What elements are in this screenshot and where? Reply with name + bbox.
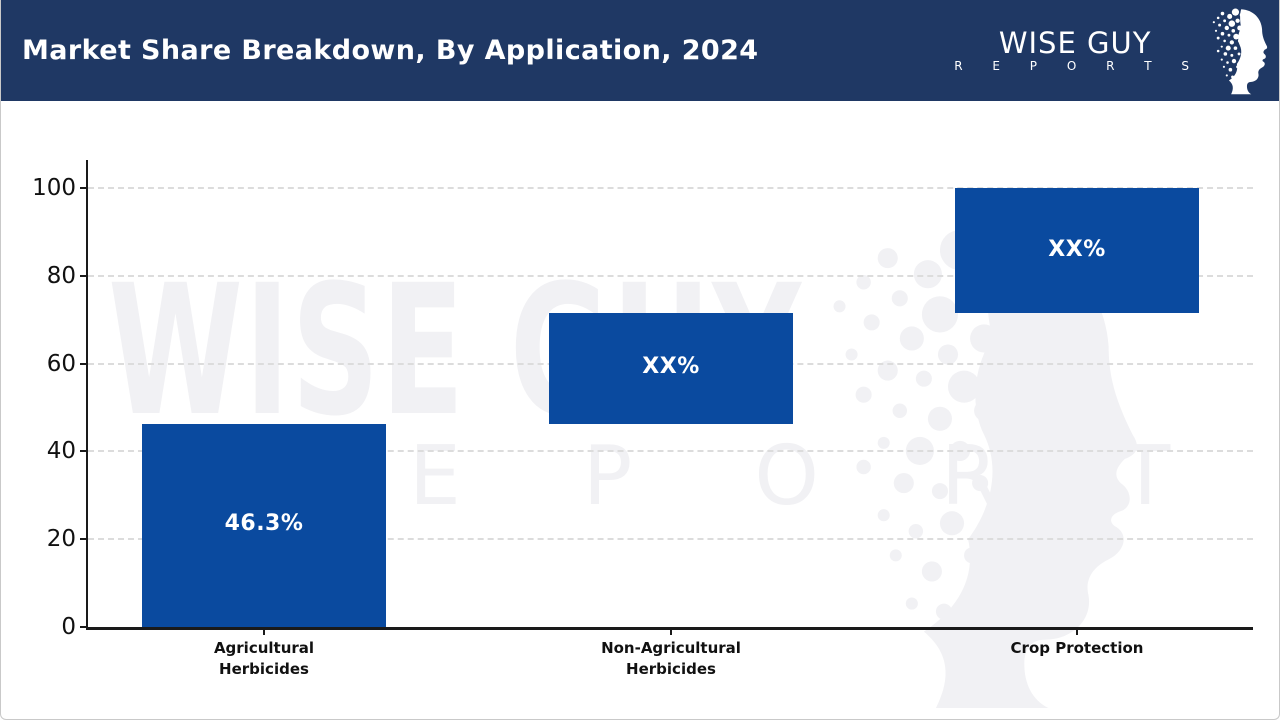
y-tick-mark [80,626,88,628]
bar-2[interactable] [549,313,793,424]
y-gridline [88,187,1253,189]
y-tick-label: 40 [46,438,76,465]
x-category-label: Agricultural Herbicides [213,639,315,678]
y-gridline [88,274,1253,277]
logo-text: WISE GUY R E P O R T S [948,25,1202,74]
y-tick-label: 60 [46,350,76,377]
y-tick-label: 100 [32,175,76,201]
logo-wordmark: WISE GUY [998,25,1152,60]
bar-3[interactable] [955,188,1199,314]
y-tick-mark [80,538,88,541]
bar-1[interactable] [142,423,386,627]
y-tick-mark [80,187,88,189]
y-tick-mark [80,362,88,365]
bar-value-label: XX% [642,354,700,380]
y-tick-mark [80,450,88,453]
watermark-face-icon [833,230,1137,708]
bar-value-label: XX% [1048,236,1106,262]
x-axis-line [86,627,1253,630]
x-category-label: Crop Protection [1010,639,1144,657]
y-tick-label: 20 [46,526,76,553]
x-category-label: Non-Agricultural Herbicides [601,639,741,678]
logo-subtitle: R E P O R T S [954,59,1202,74]
y-gridline [88,538,1253,541]
y-tick-label: 80 [46,262,76,289]
bar-value-label: 46.3% [224,511,304,537]
wiseguy-face-icon [1212,8,1268,94]
y-axis-line [86,160,88,630]
page-title: Market Share Breakdown, By Application, … [22,35,759,66]
wiseguy-logo: WISE GUY R E P O R T S [948,7,1270,95]
x-tick-mark [263,627,265,635]
x-tick-mark [670,627,672,635]
header-bar: Market Share Breakdown, By Application, … [0,0,1280,101]
y-tick-label: 0 [61,614,76,640]
y-gridline [88,450,1253,453]
x-tick-mark [1076,627,1078,635]
y-tick-mark [80,274,88,277]
